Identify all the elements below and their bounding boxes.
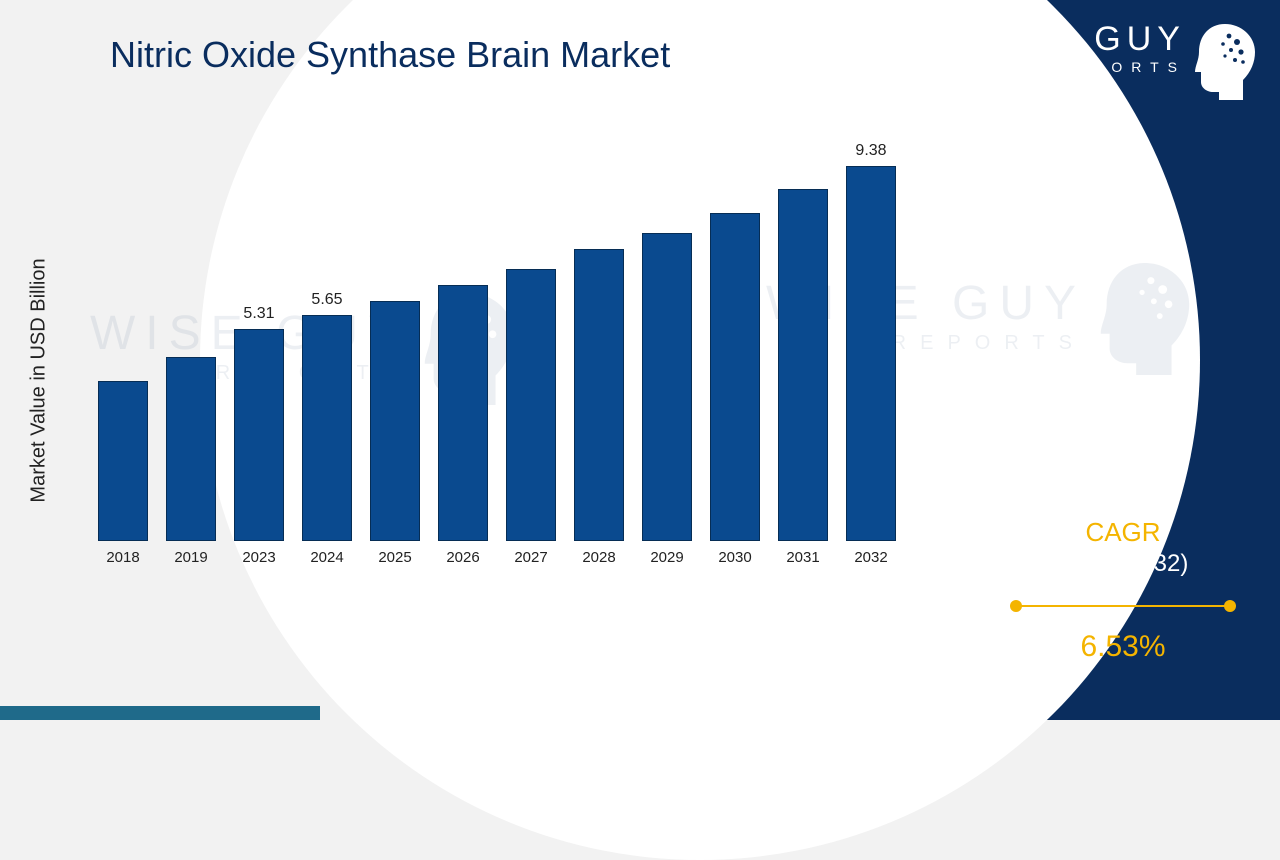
bar-value-label: 9.38 (855, 142, 886, 162)
x-tick-label: 2025 (378, 549, 411, 566)
bar (710, 213, 760, 541)
bar (370, 301, 420, 541)
bar (98, 381, 148, 541)
bar (438, 285, 488, 541)
bar-column: 5.31 2023 (234, 305, 284, 566)
x-tick-label: 2019 (174, 549, 207, 566)
bar-column: 2027 (506, 245, 556, 566)
bar-chart: Market Value in USD Billion 201820195.31… (70, 150, 910, 620)
cagr-period: (2019-2032) (998, 550, 1248, 578)
bar (642, 233, 692, 541)
x-tick-label: 2032 (854, 549, 887, 566)
bar-column: 5.65 2024 (302, 291, 352, 566)
bar-column: 2026 (438, 261, 488, 566)
x-tick-label: 2023 (242, 549, 275, 566)
bar (778, 189, 828, 541)
footer-accent-bar (0, 706, 320, 720)
chart-title: Nitric Oxide Synthase Brain Market (110, 34, 670, 76)
bar (574, 249, 624, 541)
bar-column: 2028 (574, 225, 624, 566)
cagr-divider (998, 594, 1248, 618)
cagr-box: CAGR (2019-2032) 6.53% (998, 517, 1248, 664)
cagr-value: 6.53% (998, 630, 1248, 664)
bar-value-label: 5.31 (243, 305, 274, 325)
bar (166, 357, 216, 541)
bar (846, 166, 896, 541)
bar-value-label: 5.65 (311, 291, 342, 311)
x-tick-label: 2029 (650, 549, 683, 566)
x-tick-label: 2026 (446, 549, 479, 566)
y-axis-label: Market Value in USD Billion (28, 258, 51, 502)
x-tick-label: 2030 (718, 549, 751, 566)
bar-column: 2030 (710, 189, 760, 566)
cagr-title: CAGR (998, 517, 1248, 548)
bar (234, 329, 284, 541)
bar (302, 315, 352, 541)
bar-column: 2019 (166, 333, 216, 566)
bar-column: 9.38 2032 (846, 142, 896, 566)
bar-column: 2025 (370, 277, 420, 566)
bar-column: 2031 (778, 165, 828, 566)
bar (506, 269, 556, 541)
x-tick-label: 2024 (310, 549, 343, 566)
x-tick-label: 2018 (106, 549, 139, 566)
brand-logo: WISE GUY REPORTS (968, 22, 1256, 100)
x-tick-label: 2031 (786, 549, 819, 566)
x-tick-label: 2027 (514, 549, 547, 566)
report-graphic: WISE GUY REPORTS WISE GUY REPORTS (0, 0, 1280, 720)
brand-name: WISE GUY (968, 22, 1186, 58)
bar-column: 2018 (98, 357, 148, 566)
head-icon (1194, 22, 1256, 100)
bar-column: 2029 (642, 209, 692, 566)
x-tick-label: 2028 (582, 549, 615, 566)
brand-sub: REPORTS (1056, 60, 1186, 75)
